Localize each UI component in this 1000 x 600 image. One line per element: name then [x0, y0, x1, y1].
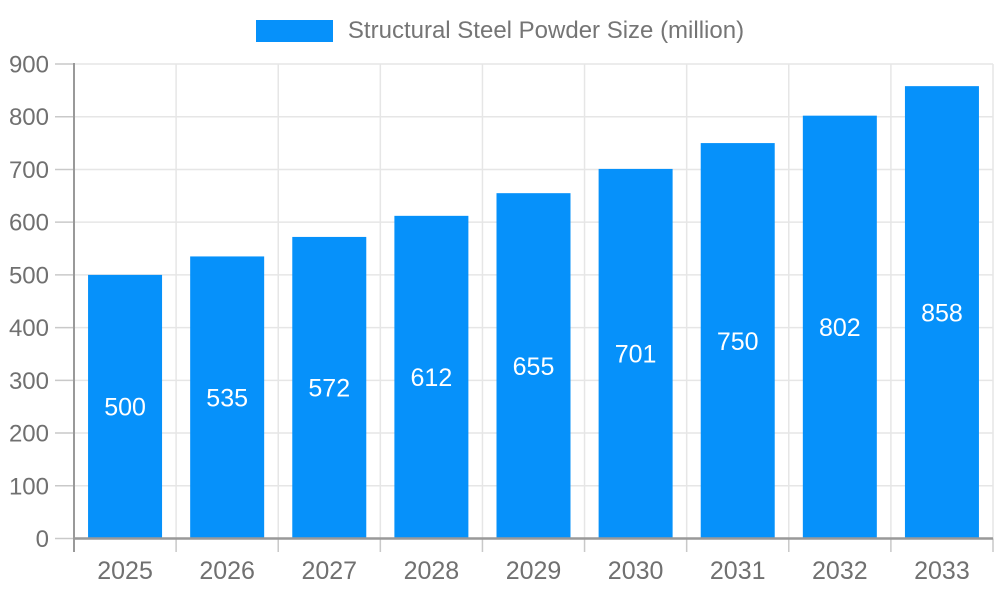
x-tick-label: 2027	[301, 557, 357, 585]
y-tick-label: 0	[36, 526, 49, 553]
x-tick-label: 2028	[404, 557, 460, 585]
x-tick-label: 2032	[812, 557, 868, 585]
bar-2027	[292, 236, 367, 539]
legend-swatch	[255, 20, 333, 42]
bar-2025	[88, 274, 163, 539]
legend: Structural Steel Powder Size (million)	[0, 14, 1000, 48]
x-tick-label: 2030	[608, 557, 664, 585]
y-tick-label: 800	[9, 104, 49, 131]
x-tick-label: 2026	[199, 557, 255, 585]
x-tick-label: 2025	[97, 557, 153, 585]
bar-2031	[700, 143, 775, 539]
bar-2030	[598, 168, 673, 539]
y-tick-label: 700	[9, 157, 49, 184]
bar-2033	[904, 86, 979, 539]
y-tick-label: 600	[9, 210, 49, 237]
bar-value-label: 612	[411, 364, 453, 392]
x-tick-label: 2029	[506, 557, 562, 585]
y-tick-label: 200	[9, 421, 49, 448]
y-tick-label: 900	[9, 52, 49, 79]
bar-value-label: 858	[921, 299, 963, 327]
x-tick-label: 2031	[710, 557, 766, 585]
bar-value-label: 500	[104, 394, 146, 422]
bar-2026	[190, 256, 265, 539]
y-tick-label: 500	[9, 262, 49, 289]
bar-2032	[802, 115, 877, 539]
bar-value-label: 750	[717, 328, 759, 356]
bar-value-label: 535	[206, 384, 248, 412]
y-tick-label: 100	[9, 473, 49, 500]
y-tick-label: 400	[9, 315, 49, 342]
bar-2029	[496, 193, 571, 539]
bar-value-label: 572	[308, 375, 350, 403]
bar-2028	[394, 215, 469, 539]
legend-label: Structural Steel Powder Size (million)	[347, 17, 745, 44]
bar-value-label: 802	[819, 314, 861, 342]
bar-value-label: 701	[615, 341, 657, 369]
bar-value-label: 655	[513, 353, 555, 381]
x-tick-label: 2033	[914, 557, 970, 585]
y-tick-label: 300	[9, 368, 49, 395]
